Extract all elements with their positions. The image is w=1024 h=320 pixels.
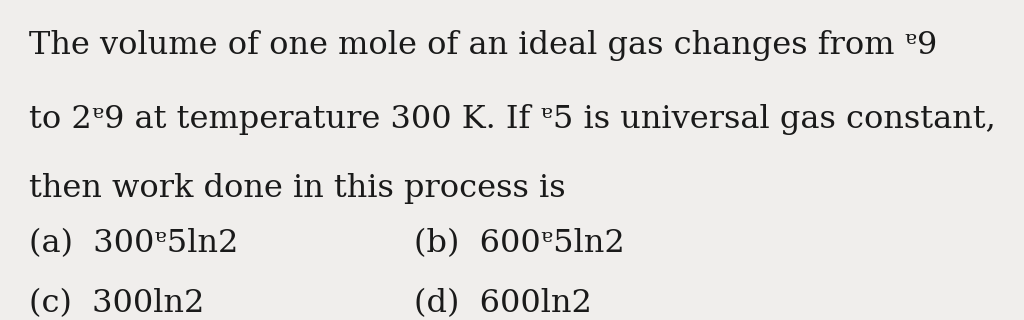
Text: The volume of one mole of an ideal gas changes from ᵄ9: The volume of one mole of an ideal gas c… [29,30,937,61]
Text: (a)  300ᵄ5ln2: (a) 300ᵄ5ln2 [29,228,239,259]
Text: (c)  300ln2: (c) 300ln2 [29,288,204,319]
Text: (d)  600ln2: (d) 600ln2 [414,288,592,319]
Text: then work done in this process is: then work done in this process is [29,173,565,204]
Text: (b)  600ᵄ5ln2: (b) 600ᵄ5ln2 [414,228,625,259]
Text: to 2ᵄ9 at temperature 300 K. If ᵄ5 is universal gas constant,: to 2ᵄ9 at temperature 300 K. If ᵄ5 is un… [29,104,995,135]
